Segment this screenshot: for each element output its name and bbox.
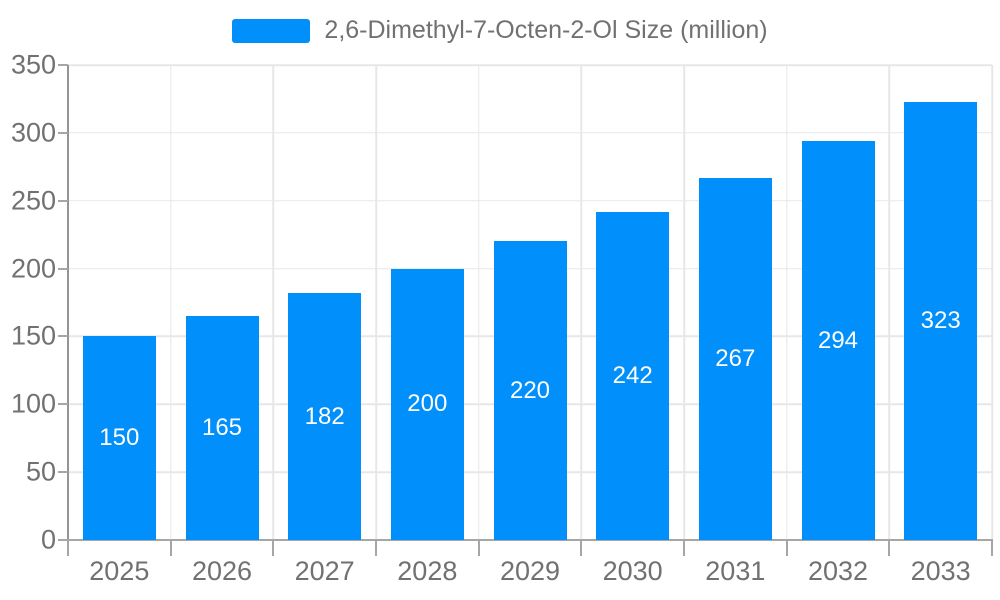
bar-value-label: 220 [509, 376, 551, 404]
y-axis-tick-label: 250 [10, 185, 56, 216]
legend[interactable]: 2,6-Dimethyl-7-Octen-2-Ol Size (million) [0, 18, 1000, 43]
x-gridline [683, 65, 685, 540]
x-axis-tick-label: 2033 [910, 556, 971, 586]
x-axis-tick [169, 540, 172, 556]
y-axis-tick-label: 300 [10, 117, 56, 148]
x-gridline [580, 65, 583, 540]
y-axis-line [67, 65, 69, 540]
y-axis-tick-label: 350 [10, 49, 56, 80]
bar-value-label: 323 [920, 306, 961, 334]
bar-value-label: 182 [304, 402, 345, 430]
bar-2031: 267 [698, 177, 772, 540]
bar-value-label: 200 [407, 390, 448, 418]
bars-layer: 150 165 182 200 220 242 267 294 323 [68, 65, 992, 540]
bar-value-label: 242 [612, 361, 653, 389]
bar-2030: 242 [596, 211, 670, 540]
x-axis-tick [683, 540, 685, 556]
bar-2029: 220 [493, 241, 567, 540]
x-axis-tick [477, 540, 480, 556]
x-axis-tick-label: 2028 [397, 556, 458, 586]
y-axis-tick-label: 150 [10, 320, 56, 351]
x-gridline [375, 65, 377, 540]
legend-label: 2,6-Dimethyl-7-Octen-2-Ol Size (million) [324, 16, 768, 44]
y-gridline [68, 64, 992, 66]
x-axis-tick-label: 2025 [89, 556, 150, 586]
y-gridline [68, 199, 992, 202]
x-gridline [785, 65, 788, 540]
x-axis-tick [272, 540, 275, 556]
x-gridline [169, 65, 172, 540]
y-axis-tick-label: 0 [40, 524, 56, 555]
x-axis-line [67, 539, 993, 541]
bar-2033: 323 [904, 101, 978, 540]
y-axis-tick-label: 50 [25, 456, 56, 487]
y-axis-tick-label: 100 [10, 388, 56, 419]
x-axis-tick-label: 2029 [499, 556, 561, 586]
bar-value-label: 165 [201, 414, 243, 442]
bar-value-label: 294 [817, 326, 859, 354]
x-axis-tick-label: 2032 [807, 556, 869, 586]
x-gridline [477, 65, 480, 540]
bar-2025: 150 [82, 336, 156, 540]
x-axis-tick [67, 540, 69, 556]
bar-2028: 200 [390, 268, 464, 540]
x-gridline [991, 65, 993, 540]
x-gridline [888, 65, 891, 540]
x-axis-tick [888, 540, 891, 556]
x-axis-tick [580, 540, 583, 556]
bar-value-label: 267 [715, 344, 756, 372]
x-axis-tick-label: 2026 [191, 556, 253, 586]
x-axis-tick-label: 2027 [294, 556, 355, 586]
x-gridline [272, 65, 275, 540]
bar-2027: 182 [288, 293, 362, 540]
legend-swatch-icon [232, 18, 311, 43]
x-axis-tick [991, 540, 993, 556]
x-axis-tick-label: 2030 [602, 556, 663, 586]
y-gridline [68, 132, 992, 134]
bar-2032: 294 [801, 141, 875, 540]
y-axis-labels: 0 50 100 150 200 250 300 350 [0, 0, 56, 600]
bar-value-label: 150 [99, 424, 140, 452]
x-axis-tick-label: 2031 [705, 556, 766, 586]
bar-2026: 165 [185, 316, 259, 540]
x-axis-tick [785, 540, 788, 556]
x-axis-tick [375, 540, 377, 556]
y-axis-tick-label: 200 [10, 253, 56, 284]
